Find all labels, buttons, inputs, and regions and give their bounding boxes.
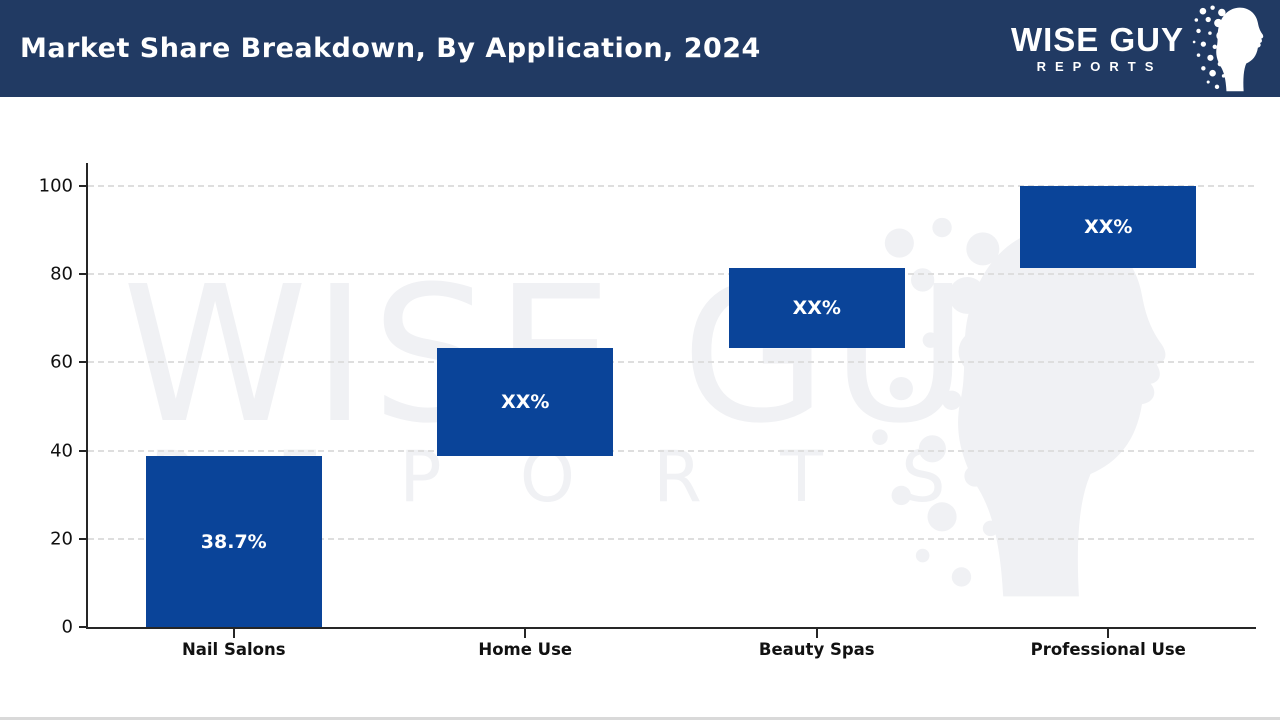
grid-line bbox=[88, 537, 1254, 540]
dot bbox=[1196, 52, 1201, 57]
dot bbox=[964, 465, 986, 487]
dot bbox=[854, 373, 867, 385]
dot bbox=[951, 567, 972, 587]
x-tick-mark bbox=[232, 629, 235, 638]
y-tick-label: 100 bbox=[38, 175, 73, 197]
dot bbox=[1226, 16, 1231, 20]
logo-subtitle: REPORTS bbox=[1036, 59, 1163, 74]
dot bbox=[1221, 73, 1226, 78]
y-tick-label: 60 bbox=[50, 351, 73, 373]
dot bbox=[948, 277, 986, 314]
dot bbox=[927, 502, 957, 532]
x-axis-label: Beauty Spas bbox=[758, 640, 875, 659]
dot bbox=[915, 548, 930, 563]
wise-guy-reports-logo: WISE GUY REPORTS bbox=[1011, 4, 1270, 93]
dot bbox=[922, 332, 939, 348]
logo-wordmark: WISE GUY bbox=[1010, 21, 1184, 58]
dot bbox=[884, 228, 914, 258]
x-axis-spine bbox=[86, 627, 1256, 629]
dot bbox=[1207, 54, 1214, 61]
grid-line bbox=[88, 449, 1254, 452]
y-tick-label: 0 bbox=[61, 616, 73, 638]
grid-line bbox=[88, 185, 1254, 187]
dot bbox=[942, 390, 962, 410]
grid-line bbox=[88, 361, 1254, 364]
y-tick-label: 80 bbox=[50, 263, 73, 285]
dot bbox=[1217, 61, 1223, 66]
y-tick-mark bbox=[79, 626, 88, 628]
y-tick-mark bbox=[79, 449, 88, 452]
dot bbox=[1216, 30, 1227, 41]
dot bbox=[1196, 28, 1201, 33]
dot bbox=[982, 520, 999, 537]
logo-head-icon bbox=[1192, 4, 1264, 91]
y-tick-mark bbox=[79, 361, 88, 364]
dot bbox=[891, 485, 911, 506]
dot bbox=[976, 405, 1010, 439]
grid-line bbox=[88, 273, 1254, 276]
dot bbox=[966, 232, 1000, 266]
x-axis-label: Nail Salons bbox=[181, 640, 286, 659]
dot bbox=[1199, 7, 1207, 14]
x-axis-label: Professional Use bbox=[1030, 640, 1186, 659]
dot bbox=[1192, 40, 1196, 43]
y-tick-mark bbox=[79, 185, 88, 187]
bar-professional-use: XX% bbox=[1020, 186, 1197, 269]
dot bbox=[1218, 8, 1226, 16]
page-title: Market Share Breakdown, By Application, … bbox=[20, 33, 761, 64]
dot bbox=[1004, 268, 1020, 284]
dot bbox=[889, 377, 913, 401]
dot bbox=[932, 217, 952, 238]
dot bbox=[1220, 47, 1228, 55]
dot bbox=[1212, 44, 1217, 49]
y-tick-mark bbox=[79, 273, 88, 276]
y-tick-label: 40 bbox=[50, 440, 73, 462]
y-tick-mark bbox=[79, 537, 88, 540]
header-band: Market Share Breakdown, By Application, … bbox=[0, 0, 1280, 97]
x-axis-label: Home Use bbox=[478, 640, 573, 659]
bar-home-use: XX% bbox=[437, 347, 614, 457]
x-tick-mark bbox=[524, 629, 527, 638]
dot bbox=[1227, 28, 1232, 33]
dot bbox=[1201, 65, 1206, 71]
dot bbox=[1209, 69, 1216, 76]
dot bbox=[958, 329, 1004, 375]
dot bbox=[1208, 30, 1212, 35]
dot bbox=[1206, 79, 1210, 84]
dot bbox=[1194, 17, 1199, 22]
x-tick-mark bbox=[815, 629, 818, 638]
dot bbox=[1210, 4, 1215, 10]
bar-nail-salons: 38.7% bbox=[145, 456, 322, 627]
y-tick-label: 20 bbox=[50, 528, 73, 550]
bar-beauty-spas: XX% bbox=[728, 268, 905, 348]
bar-value-label: XX% bbox=[792, 296, 841, 319]
bar-value-label: XX% bbox=[1084, 216, 1133, 238]
x-tick-mark bbox=[1107, 629, 1110, 638]
dot bbox=[872, 429, 888, 445]
bar-value-label: 38.7% bbox=[200, 530, 267, 553]
dot bbox=[1200, 41, 1206, 47]
dot bbox=[911, 268, 935, 292]
bar-value-label: XX% bbox=[501, 391, 550, 414]
y-axis-spine bbox=[86, 163, 88, 629]
dot bbox=[1009, 323, 1027, 342]
dot bbox=[1214, 84, 1220, 89]
dot bbox=[1214, 18, 1223, 27]
logo-text: WISE GUY REPORTS bbox=[1011, 23, 1184, 74]
dot bbox=[1205, 16, 1211, 22]
